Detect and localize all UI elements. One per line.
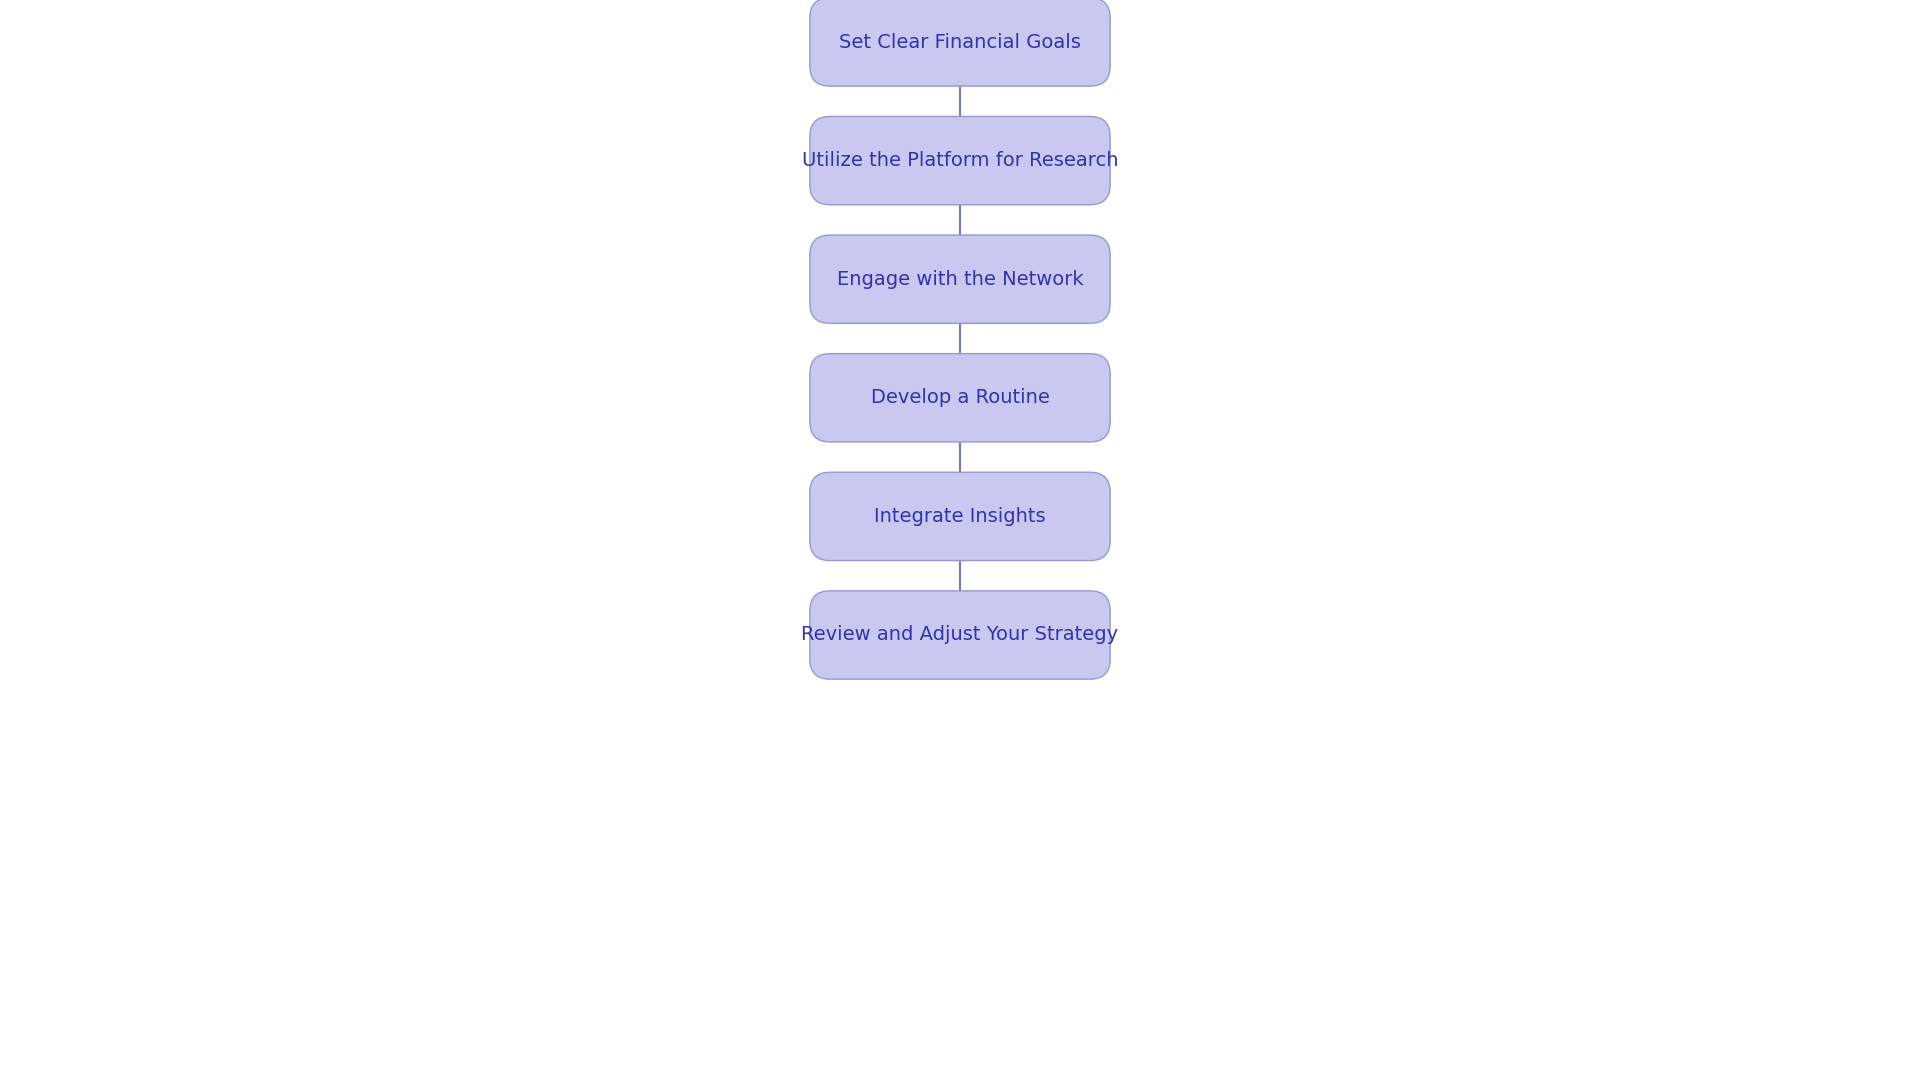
FancyBboxPatch shape [810, 0, 1110, 87]
FancyBboxPatch shape [810, 472, 1110, 561]
FancyBboxPatch shape [810, 117, 1110, 205]
Text: Review and Adjust Your Strategy: Review and Adjust Your Strategy [801, 626, 1119, 644]
FancyBboxPatch shape [810, 354, 1110, 442]
FancyBboxPatch shape [810, 235, 1110, 324]
Text: Integrate Insights: Integrate Insights [874, 507, 1046, 526]
Text: Set Clear Financial Goals: Set Clear Financial Goals [839, 32, 1081, 52]
Text: Develop a Routine: Develop a Routine [870, 389, 1050, 407]
FancyBboxPatch shape [810, 591, 1110, 679]
Text: Utilize the Platform for Research: Utilize the Platform for Research [803, 152, 1117, 170]
Text: Engage with the Network: Engage with the Network [837, 270, 1083, 289]
